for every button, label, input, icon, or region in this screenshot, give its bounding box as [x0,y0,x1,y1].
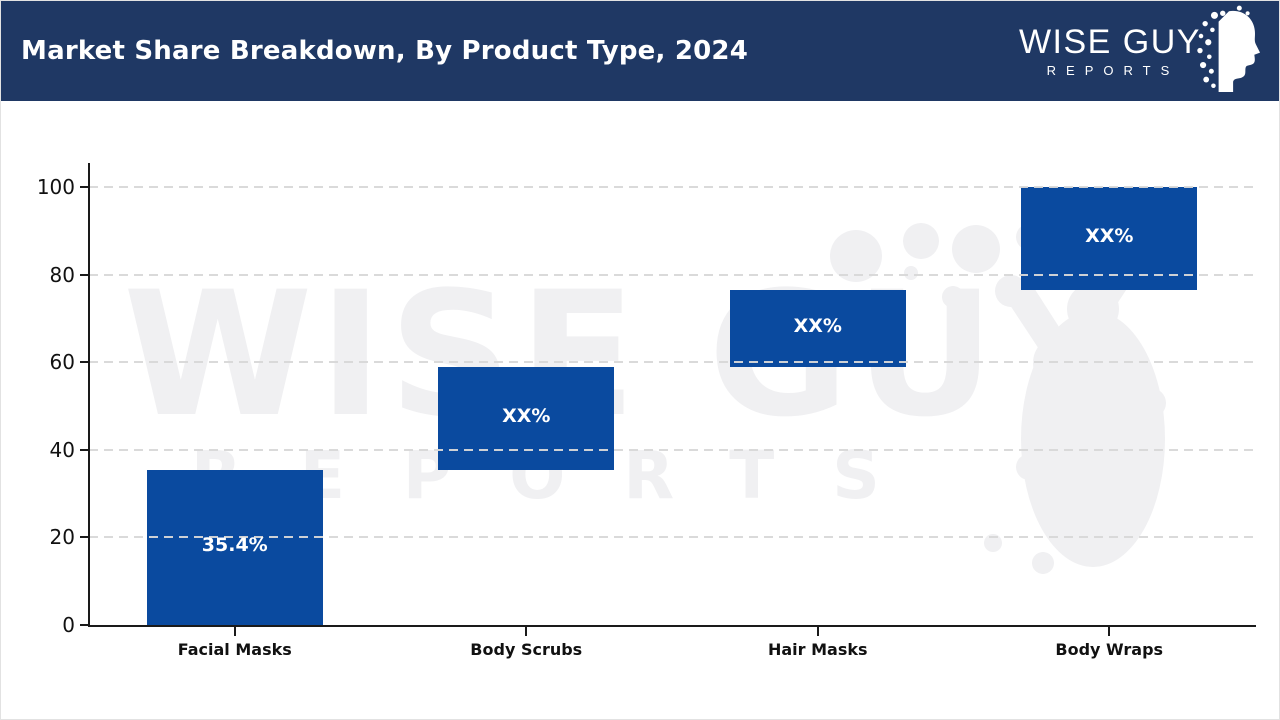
x-category-label: Facial Masks [177,640,292,659]
y-axis-spine [88,163,90,627]
logo-wordmark: WISE GUY [1018,23,1201,61]
bar-value-label: XX% [1085,225,1134,248]
bar-value-label: XX% [793,315,842,338]
y-tick-label-40: 40 [49,437,75,462]
wise-guy-reports-logo: WISE GUY REPORTS [1019,5,1267,97]
bar-hair-masks [729,289,906,367]
x-tick-2 [816,627,819,636]
bar-facial-masks [146,469,323,625]
logo-subtext: REPORTS [1046,63,1180,78]
y-tick-20 [80,536,89,539]
page-title: Market Share Breakdown, By Product Type,… [21,36,748,66]
x-category-label: Body Scrubs [470,640,583,659]
y-tick-label-80: 80 [49,262,75,287]
bar-body-scrubs [438,366,615,470]
x-axis-spine [88,625,1256,627]
y-tick-100 [80,186,89,188]
gridline-100 [89,186,1255,188]
x-tick-3 [1108,627,1111,636]
y-tick-0 [80,624,89,626]
y-tick-80 [80,273,89,276]
gridline-20 [89,536,1255,539]
header-bar: Market Share Breakdown, By Product Type,… [1,1,1279,101]
y-tick-label-60: 60 [49,350,75,375]
x-category-label: Body Wraps [1055,640,1164,659]
y-tick-40 [80,448,89,451]
gridline-60 [89,361,1255,364]
bar-value-label: XX% [502,405,551,428]
y-tick-label-0: 0 [62,613,75,637]
gridline-80 [89,273,1255,276]
y-tick-60 [80,361,89,364]
bar-value-label: 35.4% [201,534,268,557]
gridline-40 [89,448,1255,451]
bar-body-wraps [1021,187,1198,290]
y-tick-label-20: 20 [49,525,75,550]
y-tick-label-100: 100 [36,175,75,199]
logo-text: WISE GUY REPORTS [1019,25,1201,77]
x-tick-1 [525,627,528,636]
x-tick-0 [233,627,236,636]
x-category-label: Hair Masks [767,640,868,659]
dotted-head-profile-icon [1193,5,1267,97]
